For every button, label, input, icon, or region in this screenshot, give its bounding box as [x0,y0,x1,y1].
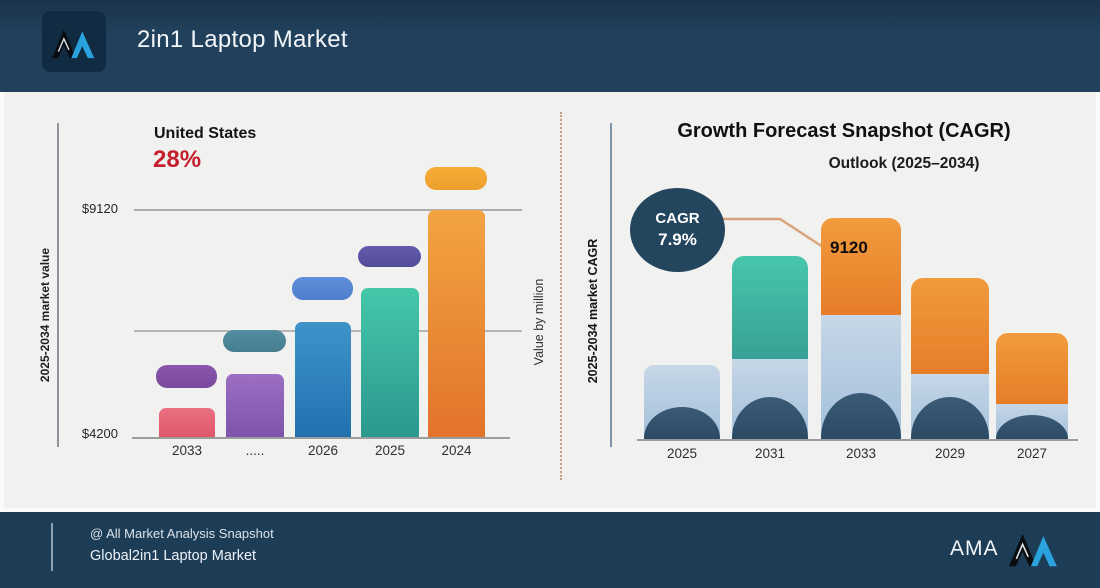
left-chart-bar [295,322,351,438]
left-chart-highlight: 28% [153,146,202,173]
right-chart-bar-top [996,333,1068,404]
left-x-axis [132,437,510,439]
right-chart-bar-top [732,256,808,359]
left-chart: 2025-2034 market value United States 28%… [4,92,1096,508]
left-x-axis-label: 2025 [374,443,406,458]
y-tick-top: $9120 [81,201,118,216]
footer-brand-text: AMA [950,537,999,560]
section-divider [560,112,562,480]
right-chart-bar-top [821,218,901,315]
left-chart-bar [159,408,215,438]
right-y-axis [610,123,612,447]
page-title: 2in1 Laptop Market [137,26,348,53]
left-chart-bar [428,210,485,438]
left-chart-bar-cap [156,365,217,388]
cagr-badge-value: 7.9% [658,229,697,249]
right-chart-bars: 2025 2031 2033 2029 2027 [4,92,1096,508]
left-x-axis-label: 2033 [171,443,203,458]
header-banner: 2in1 Laptop Market [0,0,1100,92]
left-chart-bar [226,374,284,438]
ama-logo-badge [42,11,106,72]
right-chart-bar-top [911,278,989,374]
gridline-top [134,209,522,211]
cagr-badge: CAGR 7.9% [630,188,725,272]
left-chart-bar-cap [358,246,421,267]
right-x-axis [637,439,1078,441]
footer-banner: @ All Market Analysis Snapshot Global2in… [0,512,1100,588]
footer-report-title: Global2in1 Laptop Market [90,548,257,564]
footer-ama-logo [1008,528,1060,573]
left-y-axis [57,123,59,447]
right-chart-subtitle: Outlook (2025–2034) [828,155,980,172]
y-tick-bottom: $4200 [81,426,118,441]
right-x-axis-label: 2025 [666,446,698,461]
ama-logo-icon [1009,533,1057,567]
footer-source-text: @ All Market Analysis Snapshot [90,526,274,541]
right-x-axis-label: 2027 [1016,446,1048,461]
ama-logo-icon [51,29,95,58]
left-x-axis-label: 2026 [307,443,339,458]
left-x-axis-label: 2024 [441,443,472,458]
left-chart-bar-cap [292,277,353,300]
right-x-axis-label: 2031 [754,446,786,461]
left-x-axis-label: ..... [245,443,265,458]
right-x-axis-label: 2029 [934,446,966,461]
right-chart: 2025-2034 market CAGR Growth Forecast Sn… [4,92,1096,508]
left-chart-bar-cap [223,330,286,352]
left-chart-bar [361,288,419,438]
content-area: 2025-2034 market value United States 28%… [0,92,1100,512]
footer-divider-line [51,523,53,571]
cagr-badge-label: CAGR [655,210,700,227]
value-annotation: 9120 [830,238,868,257]
right-chart-title: Growth Forecast Snapshot (CAGR) [677,120,1011,142]
right-x-axis-label: 2033 [845,446,877,461]
left-chart-heading: United States [154,125,257,142]
left-chart-bars: 2033..... 2026 2025 2024 [4,92,1096,508]
left-chart-bar-cap [425,167,487,190]
